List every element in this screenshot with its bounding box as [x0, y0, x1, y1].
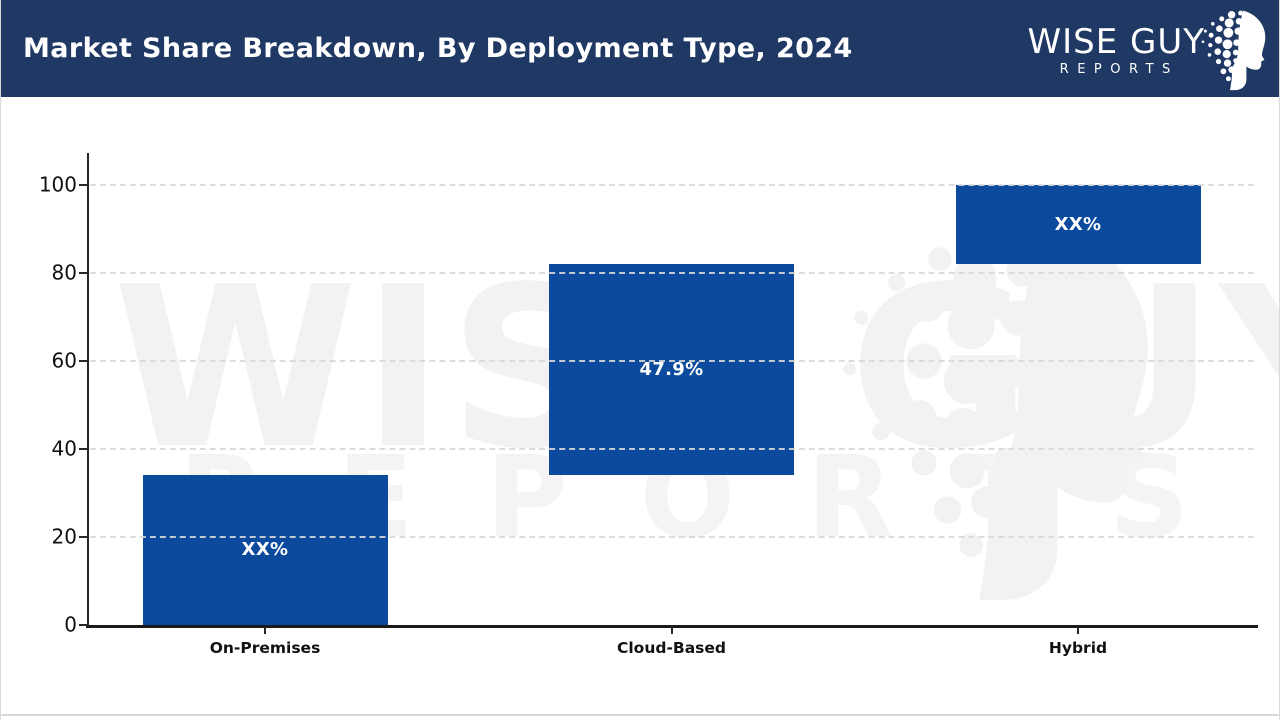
- y-tick-mark: [79, 624, 89, 626]
- brand-logo-text: WISE GUY REPORTS: [1027, 25, 1205, 76]
- grid-line: [90, 360, 1254, 362]
- y-tick-label: 100: [38, 172, 77, 197]
- y-axis-line: [87, 153, 89, 627]
- watermark-dotted-head-icon: [843, 219, 1148, 601]
- brand-dotted-head-icon: [1201, 10, 1266, 91]
- bar-hybrid: XX%: [955, 185, 1201, 264]
- grid-line: [90, 184, 1254, 186]
- bar-value-label: XX%: [1054, 213, 1102, 235]
- bar-value-label: 47.9%: [639, 358, 704, 380]
- bar-value-label: XX%: [241, 539, 289, 561]
- brand-name: WISE GUY: [1027, 21, 1205, 62]
- brand-logo: WISE GUY REPORTS: [1027, 8, 1271, 92]
- brand-subtitle: REPORTS: [1059, 61, 1179, 77]
- y-tick-mark: [79, 272, 89, 274]
- y-tick-mark: [79, 536, 89, 538]
- chart-title: Market Share Breakdown, By Deployment Ty…: [23, 33, 853, 64]
- y-tick-mark: [79, 360, 89, 362]
- y-tick-label: 60: [51, 348, 77, 373]
- y-tick-label: 80: [51, 260, 77, 285]
- x-axis-line: [86, 625, 1258, 628]
- y-tick-mark: [79, 184, 89, 186]
- bar-cloud-based: 47.9%: [549, 263, 794, 475]
- grid-line: [90, 272, 1254, 274]
- grid-line: [90, 448, 1254, 450]
- x-tick-label: Hybrid: [1048, 639, 1108, 657]
- x-tick-mark: [670, 627, 673, 634]
- y-tick-mark: [79, 448, 89, 450]
- y-tick-label: 0: [64, 612, 77, 637]
- x-tick-mark: [1077, 627, 1079, 634]
- y-tick-label: 20: [51, 524, 77, 549]
- figure-bottom-border: [1, 714, 1279, 716]
- x-tick-mark: [264, 627, 266, 634]
- x-tick-label: Cloud-Based: [616, 639, 726, 657]
- header-band: Market Share Breakdown, By Deployment Ty…: [1, 0, 1279, 97]
- bar-on-premises: XX%: [142, 474, 388, 625]
- grid-line: [90, 536, 1254, 538]
- y-tick-label: 40: [51, 436, 77, 461]
- x-tick-label: On-Premises: [209, 639, 321, 657]
